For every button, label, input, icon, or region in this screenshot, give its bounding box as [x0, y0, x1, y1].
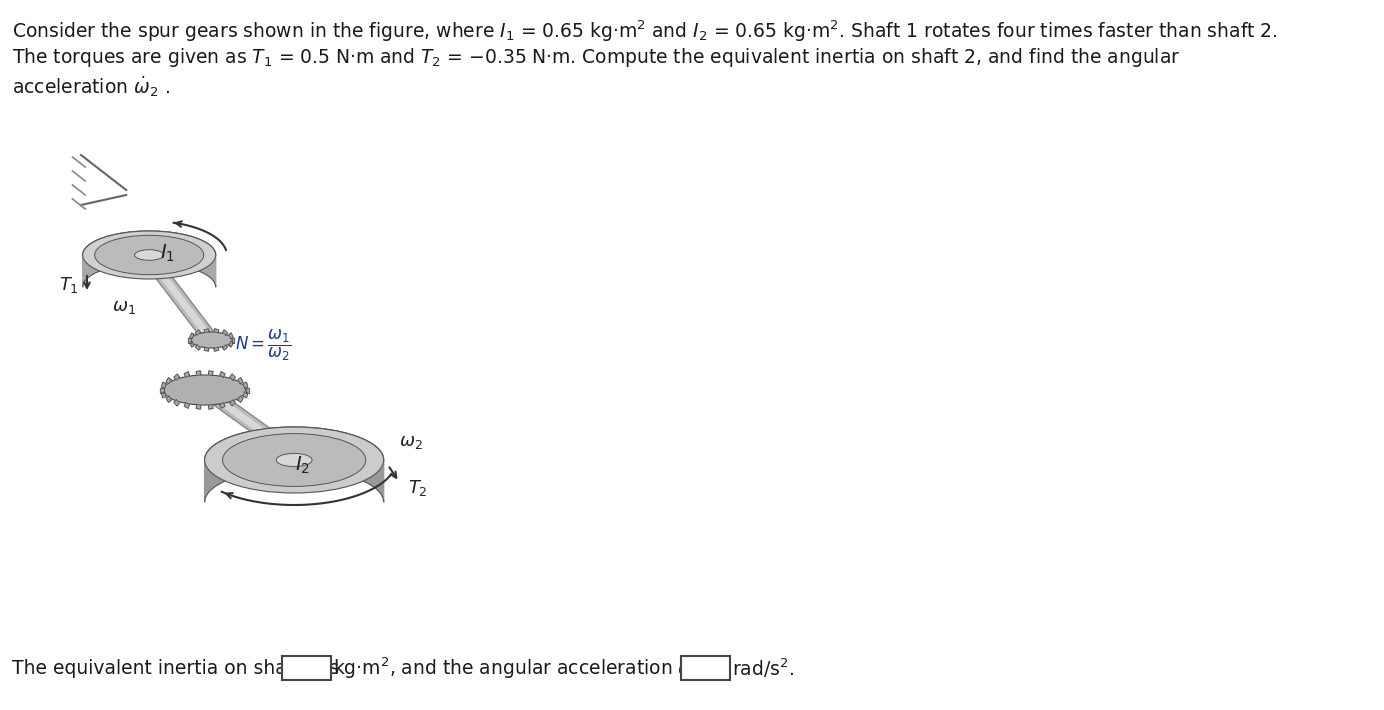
Polygon shape — [197, 405, 201, 409]
Text: The torques are given as $\mathit{T}_1$ = 0.5 N·m and $\mathit{T}_2$ = −0.35 N·m: The torques are given as $\mathit{T}_1$ … — [12, 46, 1181, 69]
Polygon shape — [162, 382, 166, 388]
Polygon shape — [223, 344, 227, 350]
Text: The equivalent inertia on shaft 2 is: The equivalent inertia on shaft 2 is — [12, 658, 339, 677]
Polygon shape — [205, 347, 209, 351]
Ellipse shape — [83, 231, 216, 279]
FancyBboxPatch shape — [282, 656, 331, 680]
Text: $\omega_2$: $\omega_2$ — [399, 433, 424, 451]
Polygon shape — [228, 342, 233, 347]
Text: kg·m$^2$, and the angular acceleration $\dot{\omega}_2$  is: kg·m$^2$, and the angular acceleration $… — [334, 655, 731, 681]
Polygon shape — [205, 427, 383, 502]
Polygon shape — [174, 400, 180, 406]
Text: rad/s$^2$.: rad/s$^2$. — [732, 656, 794, 679]
Ellipse shape — [94, 235, 203, 275]
FancyBboxPatch shape — [681, 656, 729, 680]
Polygon shape — [197, 371, 201, 376]
Polygon shape — [188, 337, 191, 342]
Polygon shape — [223, 330, 227, 335]
Polygon shape — [205, 329, 209, 333]
Text: $I_2$: $I_2$ — [295, 454, 310, 476]
Polygon shape — [230, 374, 235, 381]
Text: $T_2$: $T_2$ — [407, 478, 428, 498]
Text: $T_1$: $T_1$ — [58, 275, 79, 295]
Polygon shape — [190, 333, 194, 339]
Polygon shape — [195, 344, 201, 350]
Polygon shape — [230, 400, 235, 406]
Polygon shape — [244, 392, 248, 398]
Ellipse shape — [191, 332, 233, 348]
Text: acceleration $\dot{\omega}_2$ .: acceleration $\dot{\omega}_2$ . — [12, 74, 170, 99]
Polygon shape — [184, 371, 190, 378]
Polygon shape — [233, 337, 234, 342]
Text: $N=\dfrac{\omega_1}{\omega_2}$: $N=\dfrac{\omega_1}{\omega_2}$ — [235, 327, 292, 363]
Polygon shape — [174, 374, 180, 381]
Ellipse shape — [223, 434, 365, 486]
Polygon shape — [161, 388, 163, 393]
Polygon shape — [83, 231, 216, 287]
Polygon shape — [228, 333, 233, 339]
Text: $I_1$: $I_1$ — [161, 242, 176, 263]
Polygon shape — [195, 330, 201, 335]
Polygon shape — [215, 347, 219, 351]
Ellipse shape — [163, 375, 245, 405]
Polygon shape — [166, 396, 172, 403]
Ellipse shape — [205, 427, 383, 493]
Polygon shape — [190, 342, 194, 347]
Ellipse shape — [134, 250, 163, 261]
Polygon shape — [166, 378, 172, 384]
Polygon shape — [184, 403, 190, 408]
Polygon shape — [220, 371, 226, 378]
Polygon shape — [238, 378, 244, 384]
Polygon shape — [209, 371, 213, 376]
Polygon shape — [209, 405, 213, 409]
Polygon shape — [215, 329, 219, 333]
Polygon shape — [245, 388, 249, 393]
Ellipse shape — [277, 454, 311, 466]
Polygon shape — [162, 392, 166, 398]
Text: Consider the spur gears shown in the figure, where $\mathit{I}_1$ = 0.65 kg·m$^2: Consider the spur gears shown in the fig… — [12, 18, 1277, 43]
Polygon shape — [220, 403, 226, 408]
Text: $\omega_1$: $\omega_1$ — [112, 298, 136, 316]
Polygon shape — [244, 382, 248, 388]
Polygon shape — [238, 396, 244, 403]
